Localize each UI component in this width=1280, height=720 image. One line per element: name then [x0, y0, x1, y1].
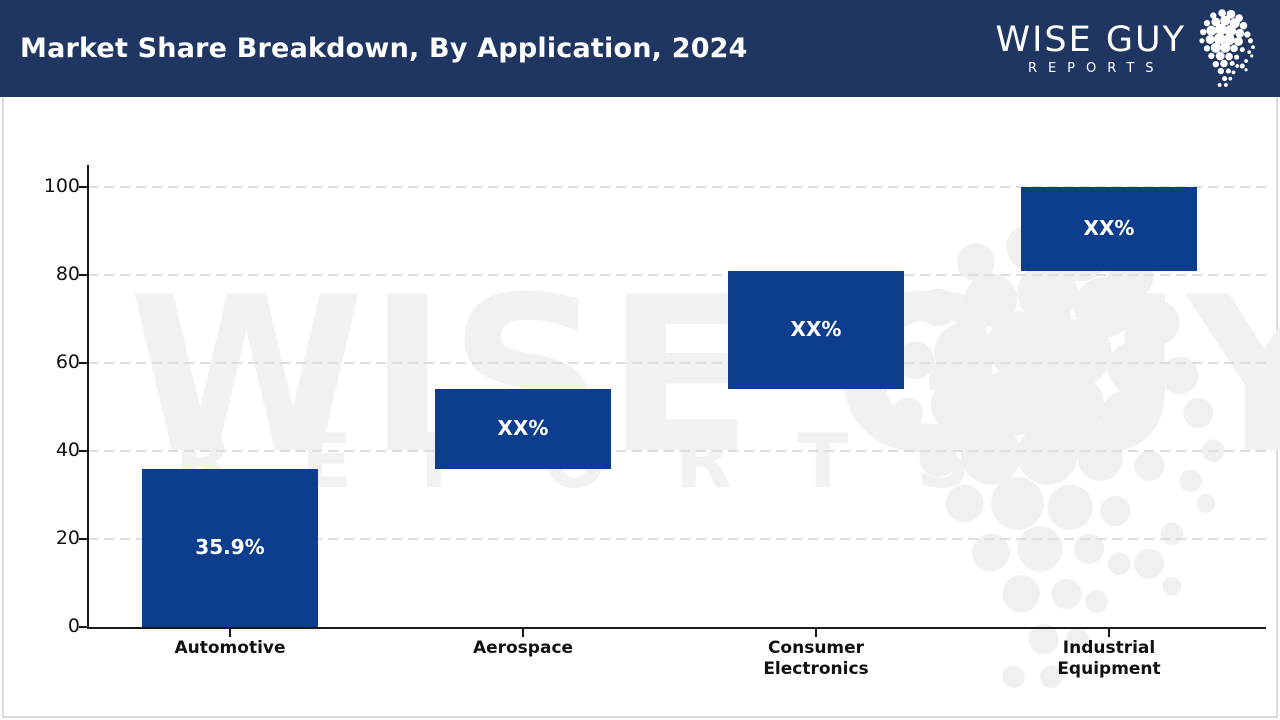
y-tick-mark	[79, 362, 87, 364]
logo-subtitle: REPORTS	[1027, 60, 1165, 76]
y-tick-mark	[79, 538, 87, 540]
gridline	[88, 274, 1266, 276]
x-tick-mark	[522, 629, 524, 637]
x-tick-mark	[1108, 629, 1110, 637]
header-bar: Market Share Breakdown, By Application, …	[0, 0, 1280, 97]
gridline	[88, 362, 1266, 364]
gridline	[88, 450, 1266, 452]
y-tick-mark	[79, 626, 87, 628]
y-tick-label: 100	[43, 175, 80, 197]
y-tick-label: 0	[67, 615, 80, 637]
bar: XX%	[1021, 187, 1197, 271]
y-tick-mark	[79, 450, 87, 452]
y-tick-label: 60	[55, 351, 80, 373]
x-category-label: Industrial Equipment	[1057, 638, 1161, 679]
bar: 35.9%	[142, 469, 318, 627]
bar-value-label: XX%	[790, 316, 842, 341]
gridline	[88, 538, 1266, 540]
bar-value-label: XX%	[497, 415, 549, 440]
x-tick-mark	[229, 629, 231, 637]
bar: XX%	[728, 270, 904, 389]
x-category-label: Aerospace	[472, 638, 574, 658]
wise-guy-reports-logo: WISE GUY REPORTS	[995, 8, 1260, 90]
y-tick-mark	[79, 186, 87, 188]
dotted-head-logo-icon	[1199, 8, 1255, 87]
y-tick-mark	[79, 274, 87, 276]
x-tick-mark	[815, 629, 817, 637]
bar-value-label: XX%	[1083, 215, 1135, 240]
y-axis-spine	[87, 165, 89, 629]
bar-value-label: 35.9%	[195, 535, 265, 559]
page-title: Market Share Breakdown, By Application, …	[20, 33, 748, 64]
y-tick-label: 40	[55, 439, 80, 461]
bar: XX%	[435, 388, 611, 470]
x-axis-spine	[87, 627, 1266, 629]
y-tick-label: 80	[55, 263, 80, 285]
gridline	[88, 186, 1266, 188]
x-category-label: Automotive	[174, 638, 286, 658]
x-category-label: Consumer Electronics	[763, 638, 869, 679]
y-tick-label: 20	[55, 527, 80, 549]
logo-wordmark: WISE GUY	[995, 19, 1186, 60]
